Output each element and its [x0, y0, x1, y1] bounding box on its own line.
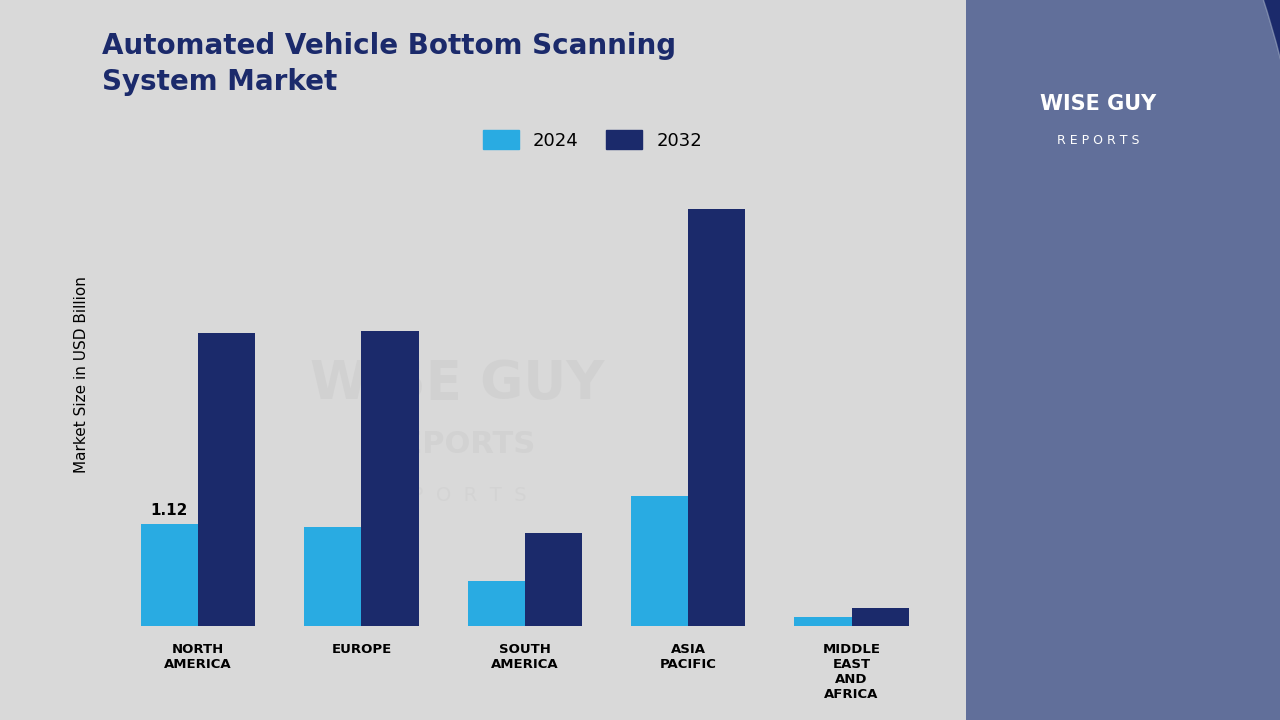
Bar [361, 331, 419, 626]
Circle shape [668, 0, 1280, 720]
Text: WISE GUY: WISE GUY [1039, 94, 1156, 114]
Bar [305, 528, 361, 626]
Bar [851, 608, 909, 626]
Text: 1.12: 1.12 [151, 503, 188, 518]
Legend: 2024, 2032: 2024, 2032 [474, 122, 712, 158]
Text: R E P O R T S: R E P O R T S [1057, 134, 1139, 147]
Text: Automated Vehicle Bottom Scanning
System Market: Automated Vehicle Bottom Scanning System… [102, 32, 677, 96]
Bar [467, 580, 525, 626]
Bar [689, 210, 745, 626]
Bar [141, 523, 198, 626]
Bar [631, 496, 689, 626]
Text: REPORTS: REPORTS [379, 431, 536, 459]
Bar [525, 533, 582, 626]
Bar [795, 617, 851, 626]
Text: E  P  O  R  T  S: E P O R T S [388, 486, 527, 505]
Text: WISE GUY: WISE GUY [310, 359, 604, 410]
Y-axis label: Market Size in USD Billion: Market Size in USD Billion [73, 276, 88, 473]
Bar [198, 333, 255, 626]
